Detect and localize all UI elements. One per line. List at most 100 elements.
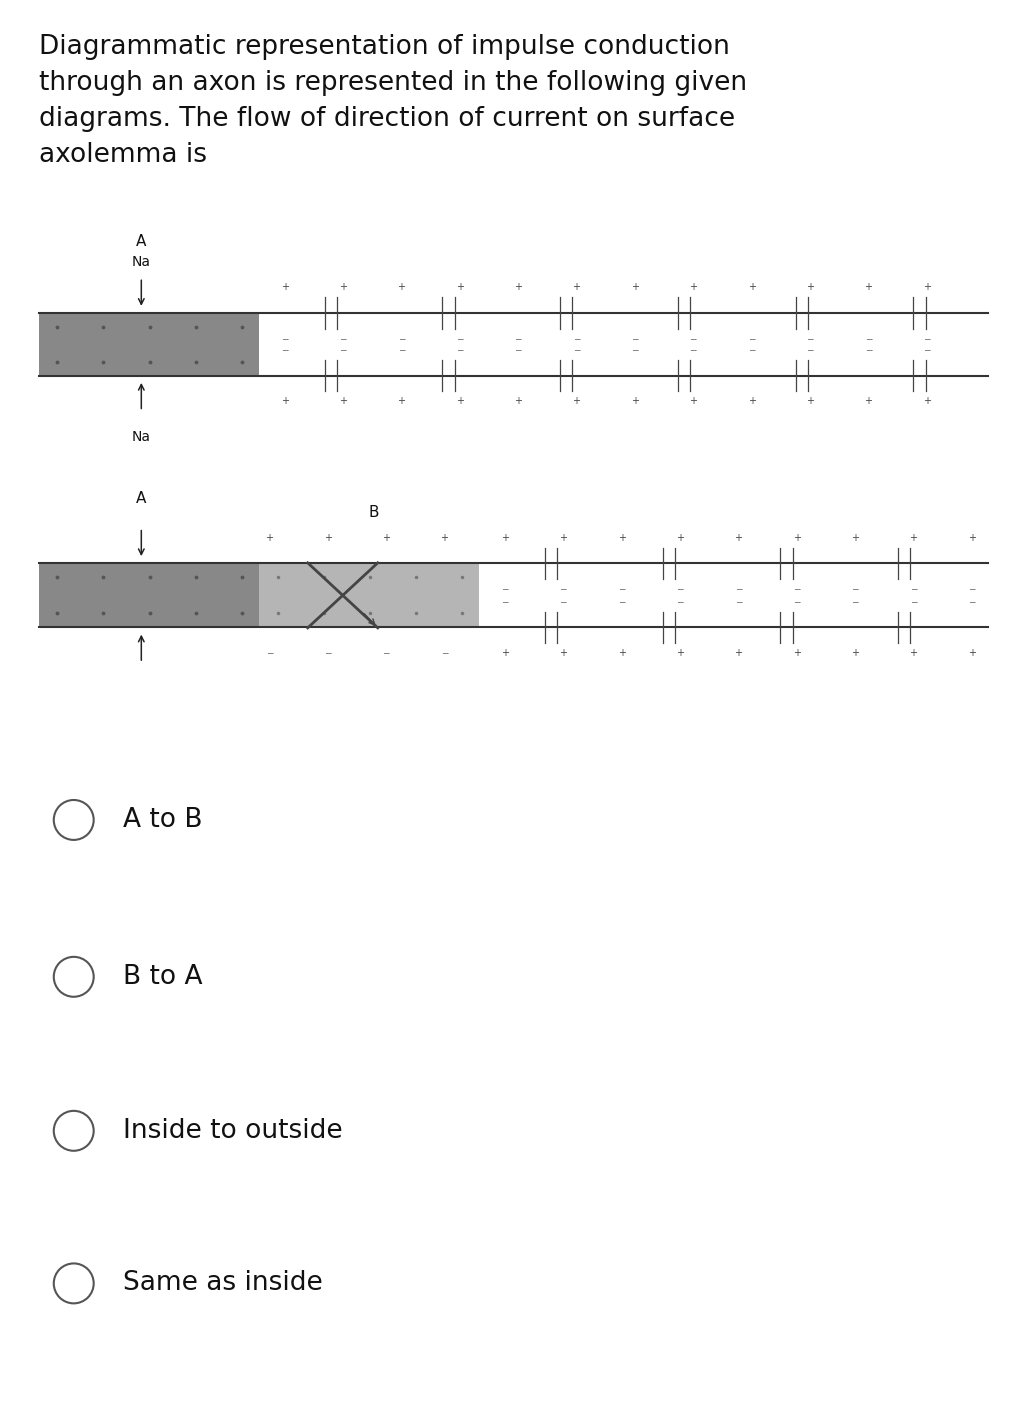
Text: −: − (864, 334, 872, 344)
Text: −: − (851, 597, 859, 606)
Text: +: + (968, 532, 976, 543)
Text: −: − (559, 597, 567, 606)
Text: +: + (689, 282, 697, 292)
Text: +: + (748, 282, 756, 292)
Text: −: − (440, 649, 449, 657)
Bar (39, 314, 259, 376)
Text: +: + (514, 282, 522, 292)
Text: −: − (514, 334, 522, 344)
Text: −: − (397, 334, 406, 344)
Text: −: − (265, 649, 273, 657)
Text: +: + (572, 282, 581, 292)
Text: +: + (265, 532, 273, 543)
Text: −: − (689, 345, 697, 355)
Text: +: + (397, 396, 406, 406)
Text: −: − (501, 597, 509, 606)
Text: Na: Na (132, 431, 151, 443)
Text: −: − (734, 585, 742, 593)
Text: −: − (281, 345, 289, 355)
Text: +: + (748, 396, 756, 406)
Text: −: − (339, 334, 347, 344)
Text: −: − (806, 334, 814, 344)
Text: +: + (734, 647, 742, 659)
Text: −: − (851, 585, 859, 593)
Text: +: + (631, 282, 639, 292)
Text: +: + (968, 647, 976, 659)
Text: +: + (440, 532, 449, 543)
Text: +: + (514, 396, 522, 406)
Text: +: + (923, 282, 931, 292)
Text: +: + (501, 647, 509, 659)
Text: +: + (572, 396, 581, 406)
Text: +: + (689, 396, 697, 406)
Text: +: + (909, 532, 918, 543)
Text: +: + (676, 647, 684, 659)
Text: −: − (909, 585, 918, 593)
Text: +: + (851, 532, 859, 543)
Text: +: + (923, 396, 931, 406)
Text: −: − (397, 345, 406, 355)
Text: +: + (324, 532, 332, 543)
Text: −: − (864, 345, 872, 355)
Text: +: + (281, 282, 289, 292)
Text: −: − (339, 345, 347, 355)
Text: −: − (923, 345, 931, 355)
Text: B to A: B to A (123, 964, 203, 990)
Text: +: + (617, 532, 626, 543)
Text: Same as inside: Same as inside (123, 1271, 323, 1296)
Text: A: A (136, 234, 146, 248)
Text: +: + (456, 282, 464, 292)
Text: +: + (864, 396, 872, 406)
Text: −: − (676, 597, 684, 606)
Text: +: + (734, 532, 742, 543)
Text: +: + (851, 647, 859, 659)
Text: +: + (793, 532, 801, 543)
Text: −: − (793, 585, 801, 593)
Text: −: − (281, 334, 289, 344)
Text: −: − (572, 345, 581, 355)
Text: +: + (397, 282, 406, 292)
Text: −: − (617, 585, 626, 593)
Text: +: + (909, 647, 918, 659)
Text: +: + (456, 396, 464, 406)
Text: −: − (559, 585, 567, 593)
Text: +: + (617, 647, 626, 659)
Text: A to B: A to B (123, 807, 203, 833)
Text: −: − (734, 597, 742, 606)
Text: −: − (689, 334, 697, 344)
Text: +: + (793, 647, 801, 659)
Text: −: − (501, 585, 509, 593)
Text: −: − (923, 334, 931, 344)
Text: −: − (456, 345, 464, 355)
Text: −: − (324, 649, 332, 657)
Text: −: − (968, 585, 976, 593)
Text: Diagrammatic representation of impulse conduction
through an axon is represented: Diagrammatic representation of impulse c… (39, 34, 748, 168)
Text: −: − (456, 334, 464, 344)
Text: +: + (806, 396, 814, 406)
Text: −: − (748, 345, 756, 355)
Text: −: − (676, 585, 684, 593)
Text: −: − (617, 597, 626, 606)
Text: Na: Na (132, 255, 151, 268)
Text: −: − (806, 345, 814, 355)
Text: −: − (631, 345, 639, 355)
Text: −: − (793, 597, 801, 606)
Text: −: − (909, 597, 918, 606)
Text: +: + (864, 282, 872, 292)
Text: +: + (559, 532, 567, 543)
Text: Inside to outside: Inside to outside (123, 1118, 342, 1144)
Text: +: + (501, 532, 509, 543)
Text: +: + (676, 532, 684, 543)
Text: −: − (572, 334, 581, 344)
Text: A: A (136, 491, 146, 506)
Text: +: + (382, 532, 390, 543)
Text: −: − (748, 334, 756, 344)
Text: +: + (631, 396, 639, 406)
Text: +: + (559, 647, 567, 659)
Text: +: + (339, 282, 347, 292)
Text: −: − (382, 649, 390, 657)
Text: +: + (339, 396, 347, 406)
Text: +: + (281, 396, 289, 406)
Bar (259, 563, 479, 627)
Text: B: B (369, 505, 379, 520)
